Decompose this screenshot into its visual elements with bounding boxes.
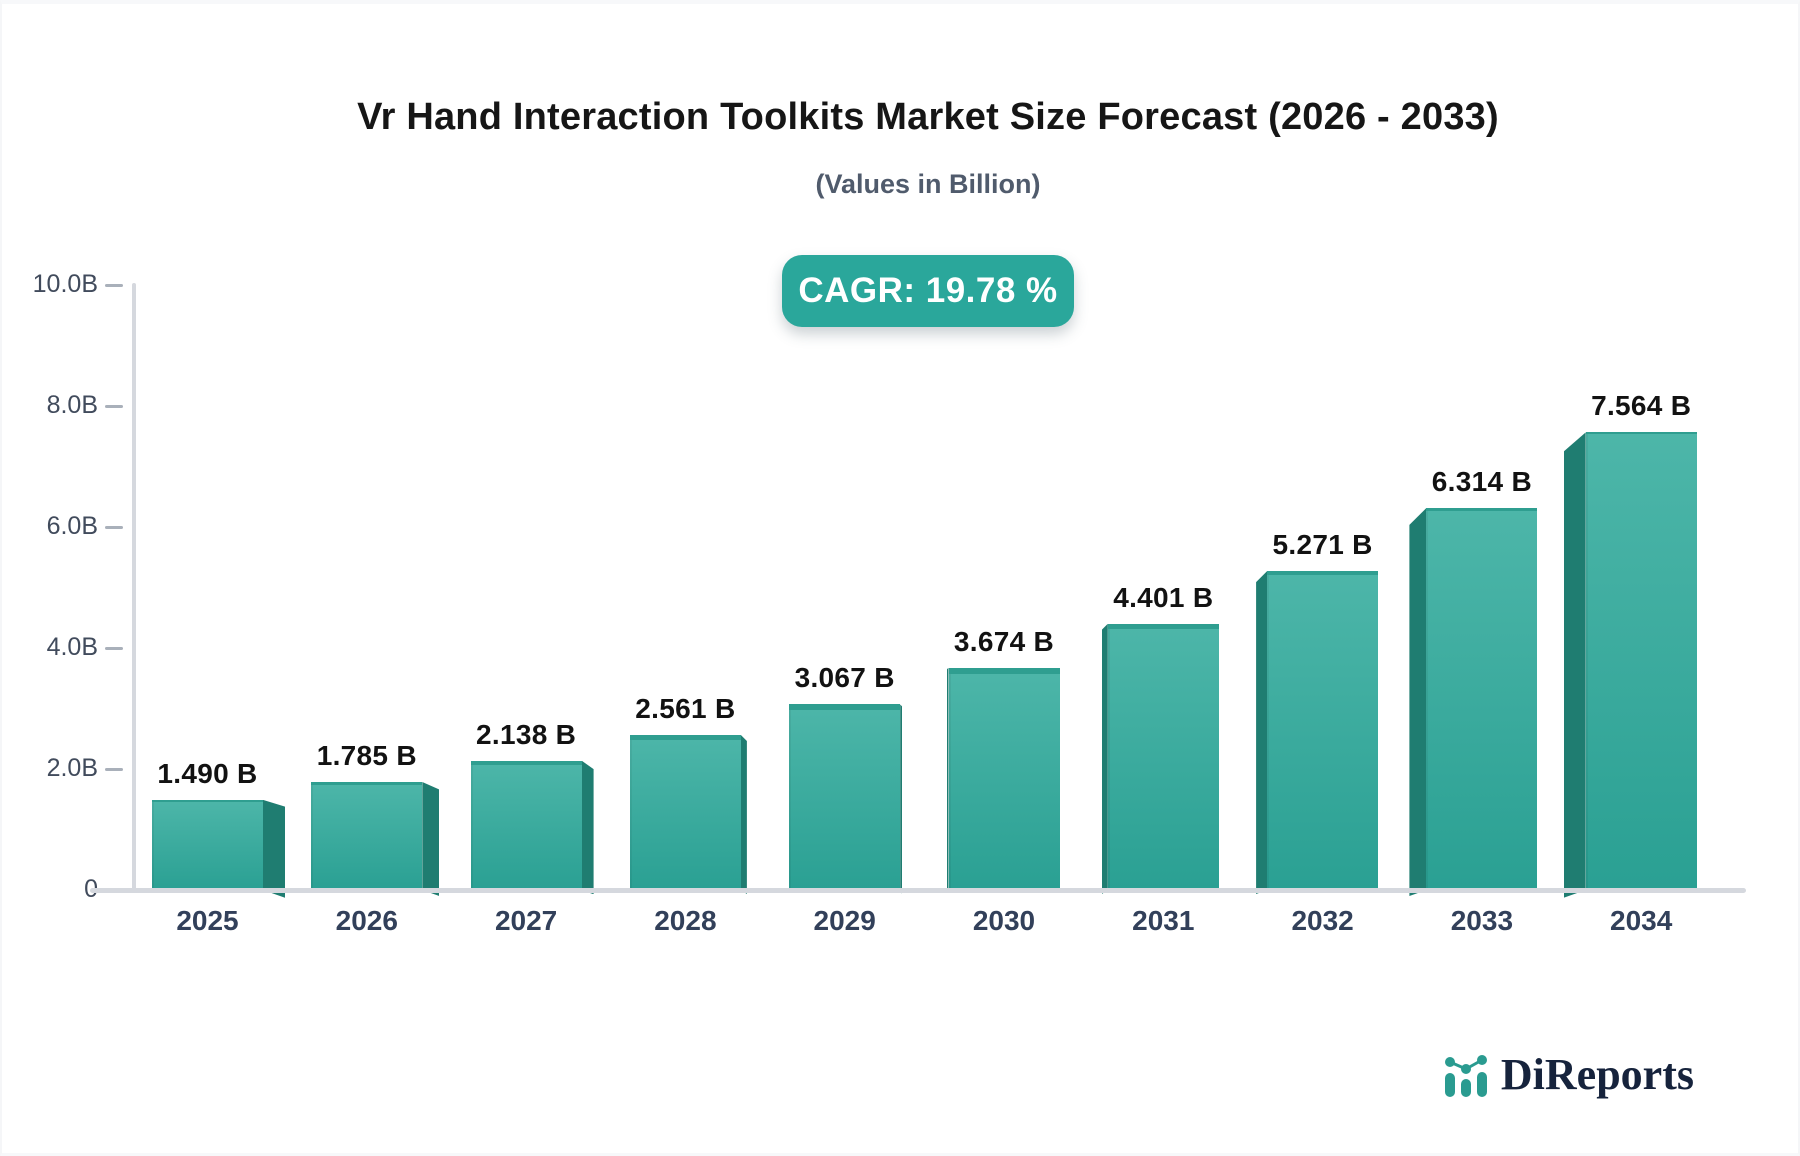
- bar-value-label-2033: 6.314 B: [1431, 466, 1532, 497]
- brand-name: DiReports: [1500, 1050, 1694, 1099]
- y-tick-label: 0: [2, 875, 98, 904]
- bar-top-face: [1585, 432, 1697, 435]
- bar-side-face: [946, 667, 949, 894]
- bar-front-face: [789, 704, 901, 890]
- y-tick-label: 10.0B: [32, 270, 98, 298]
- cagr-badge-label: CAGR: 19.78 %: [798, 271, 1058, 310]
- bar-front-face: [1426, 508, 1538, 890]
- bar-top-face: [311, 782, 423, 785]
- chart-bar-2029[interactable]: [789, 704, 903, 894]
- chart-bar-2034[interactable]: [1563, 432, 1697, 898]
- chart-subtitle: (Values in Billion): [815, 169, 1041, 199]
- bar-value-label-2025: 1.490 B: [157, 757, 258, 789]
- y-tick-6.0B: [105, 525, 123, 529]
- bar-top-face: [1426, 508, 1538, 511]
- bar-top-face: [629, 735, 741, 741]
- bar-front-face: [152, 799, 263, 890]
- cagr-badge: CAGR: 19.78 %: [782, 255, 1074, 327]
- bar-front-face: [1107, 623, 1219, 890]
- chart-bar-2027[interactable]: [470, 760, 594, 894]
- bar-value-label-2032: 5.271 B: [1272, 529, 1373, 561]
- bar-top-face: [789, 704, 901, 711]
- chart-bar-2025[interactable]: [152, 799, 285, 898]
- x-axis-label-2025: 2025: [176, 905, 239, 936]
- y-tick-2.0B: [105, 767, 123, 771]
- bar-value-label-2026: 1.785 B: [316, 740, 417, 771]
- bar-value-label-2027: 2.138 B: [476, 718, 577, 750]
- x-axis-label-2026: 2026: [335, 905, 398, 936]
- bar-top-face: [1267, 571, 1379, 576]
- y-tick-label: 6.0B: [46, 512, 98, 540]
- bar-side-face: [740, 735, 747, 894]
- x-axis-label-2027: 2027: [494, 905, 558, 936]
- x-axis-label-2034: 2034: [1610, 905, 1673, 936]
- bar-side-face: [263, 799, 285, 898]
- x-axis-label-2031: 2031: [1132, 905, 1195, 936]
- x-axis-label-2028: 2028: [654, 905, 717, 936]
- chart-bar-2032[interactable]: [1256, 571, 1379, 894]
- y-tick-10.0B: [105, 283, 123, 287]
- x-axis-label-2032: 2032: [1291, 905, 1354, 936]
- bar-front-face: [629, 735, 741, 890]
- bar-front-face: [311, 782, 423, 890]
- chart-bar-2031[interactable]: [1101, 623, 1219, 894]
- chart-bar-2030[interactable]: [946, 667, 1060, 894]
- bar-top-face: [470, 760, 582, 765]
- bar-top-face: [152, 799, 263, 802]
- bar-side-face: [1256, 571, 1268, 894]
- chart-bar-2028[interactable]: [629, 735, 747, 894]
- y-tick-label: 2.0B: [46, 754, 98, 782]
- bar-value-label-2028: 2.561 B: [635, 693, 736, 725]
- y-tick-8.0B: [105, 404, 123, 408]
- bar-chart-plot: 0 2.0B 4.0B 6.0B 8.0B 10.0B 1.490 B 1.785 B 2.1…: [2, 4, 1798, 1153]
- bar-value-label-2034: 7.564 B: [1591, 390, 1692, 422]
- bar-front-face: [1585, 432, 1697, 890]
- chart-title: Vr Hand Interaction Toolkits Market Size…: [357, 96, 1499, 138]
- bar-side-face: [1101, 623, 1108, 894]
- bar-top-face: [1107, 623, 1219, 629]
- bar-front-face: [948, 667, 1060, 890]
- x-axis-line: [90, 888, 1746, 893]
- bar-value-label-2030: 3.674 B: [953, 625, 1055, 657]
- chart-bar-2026[interactable]: [311, 782, 440, 896]
- y-tick-label: 8.0B: [46, 391, 98, 419]
- bar-value-label-2029: 3.067 B: [794, 662, 895, 694]
- x-axis-label-2029: 2029: [813, 905, 876, 936]
- y-tick-label: 4.0B: [46, 633, 98, 661]
- x-axis-label-2033: 2033: [1450, 905, 1514, 936]
- bar-front-face: [1267, 571, 1379, 890]
- chart-bar-2033[interactable]: [1409, 508, 1538, 896]
- bar-top-face: [948, 667, 1060, 674]
- y-tick-4.0B: [105, 646, 123, 650]
- bar-side-face: [900, 704, 903, 894]
- bar-value-label-2031: 4.401 B: [1113, 581, 1214, 613]
- y-axis-line: [132, 283, 136, 891]
- bar-line-chart-logo-icon: [1444, 1055, 1487, 1097]
- bar-side-face: [422, 782, 440, 896]
- x-axis-label-2030: 2030: [972, 905, 1036, 936]
- bar-front-face: [470, 760, 582, 890]
- bar-side-face: [1409, 508, 1427, 896]
- brand-logo: DiReports: [1443, 1039, 1694, 1097]
- bar-side-face: [581, 760, 594, 894]
- bar-side-face: [1563, 432, 1586, 898]
